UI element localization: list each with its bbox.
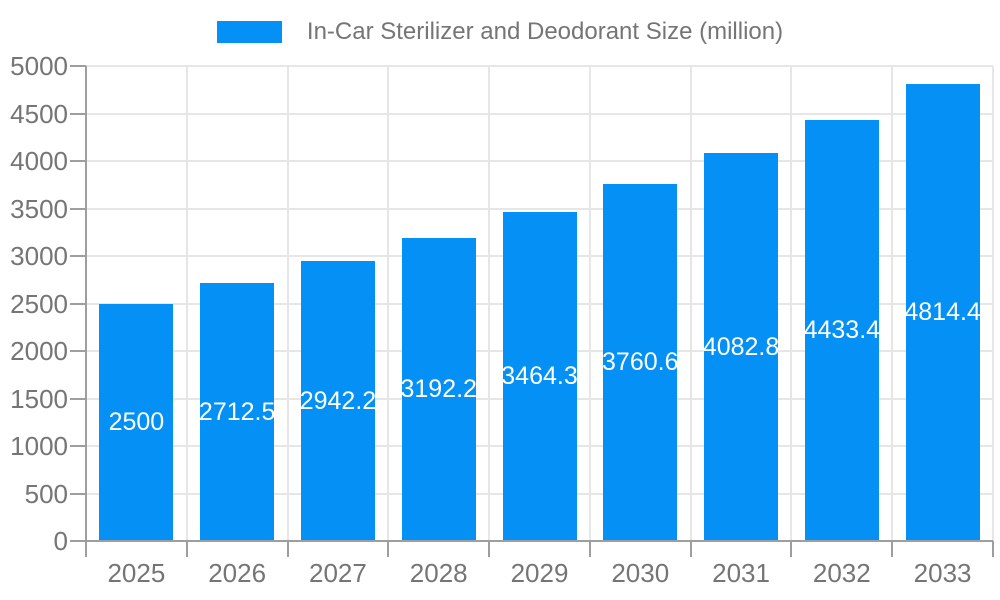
bar-2025[interactable] bbox=[99, 303, 174, 541]
y-axis-tick-label: 4500 bbox=[10, 98, 68, 129]
y-axis-tick-label: 5000 bbox=[10, 51, 68, 81]
gridline-horizontal bbox=[86, 160, 993, 162]
bar-value-label: 3192.2 bbox=[400, 375, 477, 404]
x-axis-tick bbox=[588, 541, 591, 557]
x-axis-tick bbox=[286, 541, 289, 557]
bar-value-label: 4814.4 bbox=[904, 298, 981, 327]
gridline-vertical bbox=[488, 66, 491, 541]
y-axis-tick-label: 2500 bbox=[10, 288, 68, 319]
x-axis-tick-label: 2033 bbox=[913, 558, 972, 588]
y-axis-tick bbox=[70, 160, 86, 162]
y-axis-tick bbox=[70, 112, 86, 115]
bar-value-label: 3464.3 bbox=[501, 362, 578, 391]
y-axis-tick bbox=[70, 445, 86, 447]
bar-2027[interactable] bbox=[300, 261, 375, 541]
bar-value-label: 3760.6 bbox=[602, 348, 679, 377]
y-axis-tick-label: 2000 bbox=[10, 336, 68, 366]
x-axis-tick bbox=[488, 541, 491, 557]
bar-2026[interactable] bbox=[200, 283, 275, 541]
y-axis-tick bbox=[70, 255, 86, 257]
gridline-vertical bbox=[891, 66, 894, 541]
y-axis-tick-label: 1500 bbox=[10, 383, 68, 414]
y-axis-tick-label: 3000 bbox=[10, 241, 68, 271]
y-axis-tick bbox=[70, 350, 86, 352]
gridline-vertical bbox=[185, 66, 188, 541]
bar-2031[interactable] bbox=[704, 153, 779, 541]
gridline-vertical bbox=[689, 66, 692, 541]
gridline-vertical bbox=[286, 66, 289, 541]
gridline-horizontal bbox=[86, 112, 993, 115]
x-axis-tick bbox=[387, 541, 390, 557]
x-axis-tick bbox=[689, 541, 692, 557]
bar-value-label: 4082.8 bbox=[702, 333, 780, 362]
y-axis-tick-label: 0 bbox=[53, 526, 68, 556]
x-axis-line bbox=[85, 540, 993, 542]
bar-value-label: 4433.4 bbox=[803, 316, 881, 345]
x-axis-tick bbox=[85, 541, 87, 557]
y-axis-tick bbox=[70, 492, 86, 495]
y-axis-tick-label: 500 bbox=[24, 478, 68, 509]
gridline-horizontal bbox=[86, 207, 993, 210]
gridline-vertical bbox=[790, 66, 793, 541]
x-axis-tick bbox=[185, 541, 188, 557]
gridline-horizontal bbox=[86, 65, 993, 67]
bar-2032[interactable] bbox=[804, 119, 879, 541]
x-axis-tick bbox=[790, 541, 793, 557]
y-axis-tick bbox=[70, 302, 86, 305]
y-axis-tick-label: 4000 bbox=[10, 146, 68, 176]
x-axis-tick-label: 2031 bbox=[712, 558, 770, 588]
x-axis-tick-label: 2032 bbox=[812, 558, 871, 588]
bar-2033[interactable] bbox=[905, 83, 980, 541]
x-axis-tick-label: 2030 bbox=[611, 558, 670, 588]
gridline-vertical bbox=[992, 66, 994, 541]
y-axis-tick bbox=[70, 397, 86, 400]
y-axis-tick-label: 3500 bbox=[10, 193, 68, 224]
legend-swatch-icon bbox=[216, 21, 282, 43]
x-axis-tick bbox=[891, 541, 894, 557]
y-axis-tick-label: 1000 bbox=[10, 431, 68, 461]
x-axis-tick bbox=[992, 541, 994, 557]
y-axis-line bbox=[85, 66, 87, 541]
x-axis-tick-label: 2029 bbox=[510, 558, 569, 588]
gridline-vertical bbox=[387, 66, 390, 541]
bar-value-label: 2942.2 bbox=[299, 387, 377, 416]
gridline-vertical bbox=[588, 66, 591, 541]
x-axis-tick-label: 2025 bbox=[107, 558, 166, 588]
bar-value-label: 2712.5 bbox=[198, 398, 276, 427]
y-axis-tick bbox=[70, 540, 86, 542]
y-axis-tick bbox=[70, 65, 86, 67]
chart-legend[interactable]: In-Car Sterilizer and Deodorant Size (mi… bbox=[0, 16, 1000, 48]
legend-label: In-Car Sterilizer and Deodorant Size (mi… bbox=[306, 18, 784, 45]
bar-2029[interactable] bbox=[502, 211, 577, 541]
bar-value-label: 2500 bbox=[108, 408, 165, 437]
bar-2028[interactable] bbox=[401, 237, 476, 541]
bar-2030[interactable] bbox=[603, 183, 678, 541]
y-axis-tick bbox=[70, 207, 86, 210]
x-axis-tick-label: 2028 bbox=[409, 558, 468, 588]
x-axis-tick-label: 2026 bbox=[208, 558, 267, 588]
x-axis-tick-label: 2027 bbox=[309, 558, 367, 588]
